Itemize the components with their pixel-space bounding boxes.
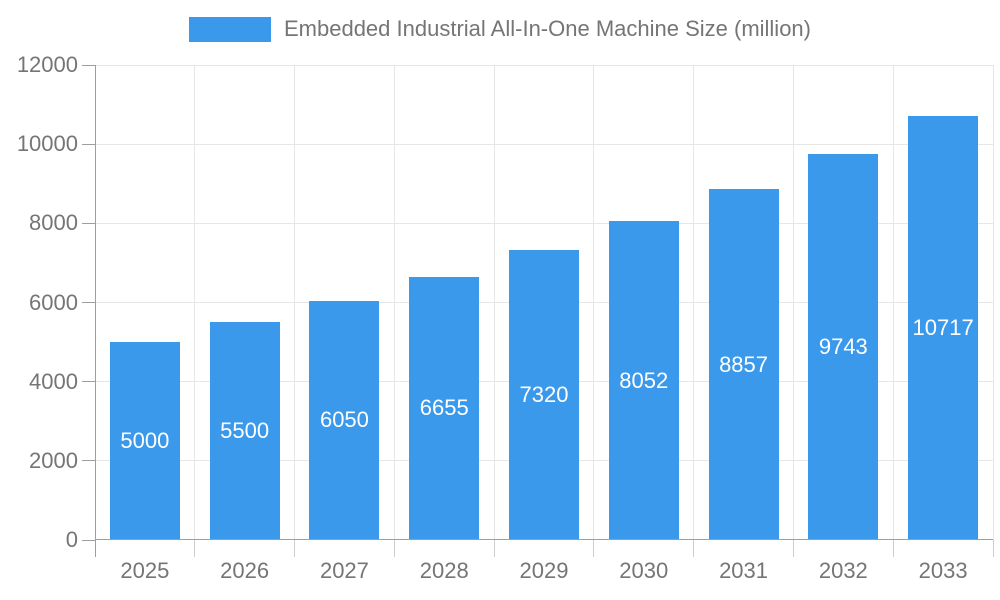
bar[interactable] [608,221,679,540]
y-axis-label: 2000 [29,447,78,473]
v-gridline [194,65,196,540]
x-axis-tick [393,540,395,557]
bar-value-label: 7320 [519,382,569,408]
bar-value-label: 6655 [419,395,469,421]
y-axis-tick [82,222,95,224]
x-axis-tick [194,540,196,557]
v-gridline [493,65,495,540]
bar[interactable] [309,300,380,540]
bar-value-label: 6050 [319,407,369,433]
bar[interactable] [908,115,979,540]
x-axis-tick [493,540,495,557]
y-axis-tick [82,539,95,541]
x-axis-label: 2029 [519,558,569,583]
v-gridline [693,65,695,540]
x-axis-label: 2028 [419,558,469,583]
bar-value-label: 8857 [719,351,769,377]
bar[interactable] [708,189,779,540]
y-axis-label: 10000 [16,131,78,157]
y-axis-label: 8000 [29,210,78,236]
x-axis-tick [892,540,894,557]
x-axis-line [95,539,993,540]
bar-value-label: 5500 [220,418,270,444]
bar[interactable] [509,250,579,540]
h-gridline [95,143,993,145]
x-axis-label: 2026 [220,558,270,583]
y-axis-label: 12000 [16,52,78,77]
legend-swatch [188,16,271,42]
plot-area: 0 2000 4000 6000 8000 10000 12000 2025 2026 2027 2… [17,54,994,583]
x-axis-tick [294,540,296,557]
h-gridline [95,64,993,66]
v-gridline [294,65,296,540]
bar-value-label: 5000 [120,428,170,454]
y-axis-tick [82,460,95,462]
v-gridline [992,65,994,540]
bar-value-label: 9743 [818,334,868,360]
y-axis-tick [82,143,95,145]
x-axis-tick [992,540,994,557]
v-gridline [393,65,395,540]
x-axis-label: 2030 [619,558,669,583]
y-axis-line [94,65,96,557]
v-gridline [792,65,794,540]
x-axis-tick [593,540,595,557]
y-axis-tick [82,381,95,383]
bar-value-label: 8052 [619,367,669,393]
legend-label: Embedded Industrial All-In-One Machine S… [283,16,811,41]
x-axis-label: 2027 [319,558,369,583]
legend[interactable]: Embedded Industrial All-In-One Machine S… [0,16,1000,42]
bar[interactable] [209,322,280,540]
x-axis-tick [792,540,794,557]
x-axis-tick [693,540,695,557]
x-axis-label: 2033 [918,558,968,583]
bar[interactable] [409,276,480,540]
v-gridline [892,65,894,540]
y-axis-label: 6000 [29,289,78,315]
x-axis-label: 2025 [120,558,170,583]
bar-value-label: 10717 [912,314,974,340]
x-axis-label: 2031 [719,558,769,583]
v-gridline [593,65,595,540]
y-axis-tick [82,302,95,303]
y-axis-label: 0 [65,527,78,552]
y-axis-tick [82,64,95,66]
h-gridline [95,222,993,224]
bar[interactable] [109,342,180,540]
bar[interactable] [808,154,879,540]
x-axis-label: 2032 [818,558,868,583]
y-axis-label: 4000 [29,368,78,394]
